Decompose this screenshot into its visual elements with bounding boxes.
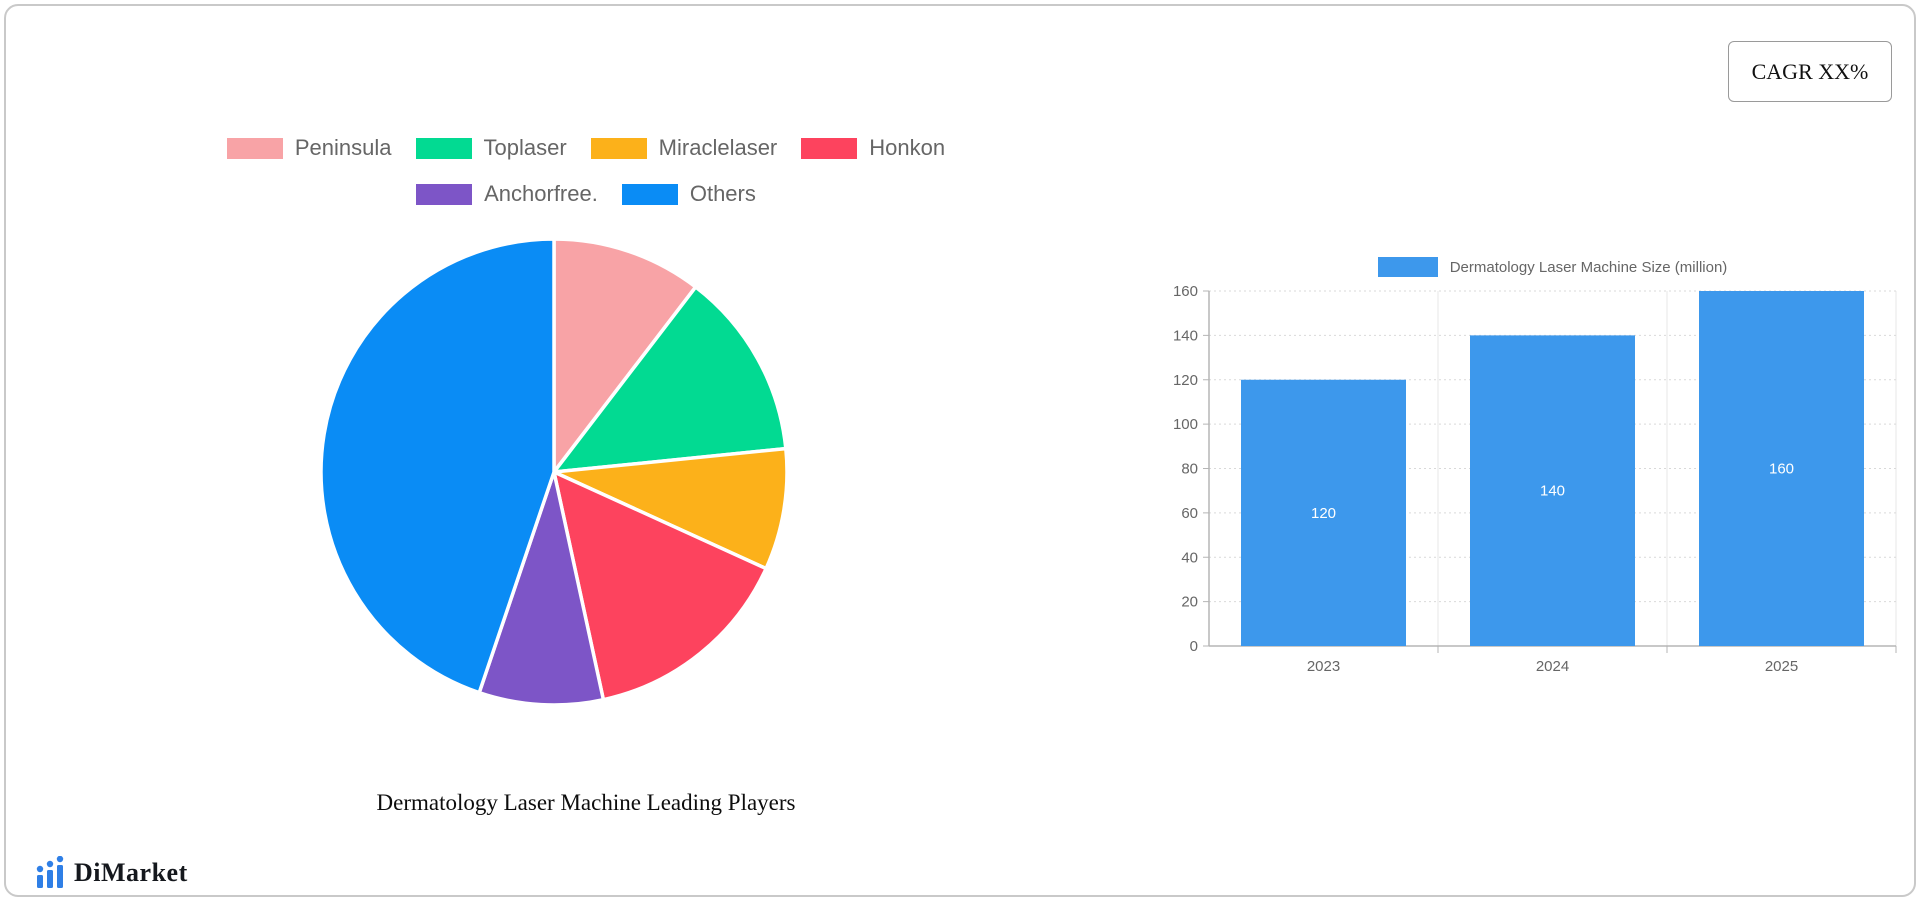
y-tick-label: 40	[1181, 549, 1198, 566]
legend-item-anchorfree[interactable]: Anchorfree.	[416, 181, 598, 207]
bar-legend[interactable]: Dermatology Laser Machine Size (million)	[1209, 253, 1896, 281]
bar-legend-swatch	[1377, 257, 1438, 277]
legend-swatch-miraclelaser	[590, 137, 647, 159]
legend-item-others[interactable]: Others	[621, 181, 756, 207]
brand-logo: DiMarket	[34, 856, 188, 890]
bar-svg: 120 140 160 0 20 40 60 80 100 120 140 160 2023 2024 20…	[1173, 283, 1897, 675]
legend-label: Peninsula	[294, 135, 392, 160]
brand-bars-icon	[36, 856, 64, 888]
legend-item-honkon[interactable]: Honkon	[801, 135, 945, 161]
pie-legend-row-1: Peninsula Toplaser Miraclelaser Honkon	[226, 135, 945, 161]
legend-label: Anchorfree.	[484, 181, 598, 206]
brand-name: DiMarket	[74, 858, 188, 887]
bar-value-label: 160	[1769, 461, 1794, 478]
pie-slice-others	[319, 237, 556, 695]
report-card: CAGR XX% Peninsula Toplaser Miraclelaser Ho…	[4, 4, 1916, 897]
bar-2023	[1241, 379, 1406, 646]
bar-legend-label: Dermatology Laser Machine Size (million)	[1449, 258, 1728, 276]
legend-swatch-others	[621, 183, 678, 205]
y-tick-label: 120	[1173, 372, 1198, 389]
y-tick-label: 160	[1173, 283, 1198, 300]
x-tick-label: 2024	[1536, 658, 1569, 675]
x-tick-label: 2025	[1765, 658, 1798, 675]
legend-swatch-peninsula	[226, 137, 283, 159]
legend-label: Miraclelaser	[658, 135, 778, 160]
bar-axis-labels: 0 20 40 60 80 100 120 140 160 2023 2024 2025	[1173, 283, 1798, 675]
y-tick-label: 20	[1181, 594, 1198, 611]
pie-legend: Peninsula Toplaser Miraclelaser Honkon Anch…	[6, 135, 1166, 207]
y-tick-label: 0	[1190, 638, 1198, 655]
pie-slice-anchorfree	[477, 470, 606, 707]
legend-label: Others	[689, 181, 756, 206]
legend-swatch-honkon	[801, 137, 858, 159]
pie-legend-row-2: Anchorfree. Others	[416, 181, 756, 207]
x-tick-label: 2023	[1307, 658, 1340, 675]
cagr-label: CAGR XX%	[1751, 58, 1869, 84]
legend-swatch-toplaser	[415, 137, 472, 159]
bar-gridlines	[1209, 290, 1897, 646]
legend-label: Honkon	[869, 135, 946, 160]
y-tick-label: 100	[1173, 416, 1198, 433]
bar-2025	[1699, 291, 1864, 646]
bar-value-label: 140	[1540, 483, 1565, 500]
legend-item-miraclelaser[interactable]: Miraclelaser	[590, 135, 778, 161]
y-tick-label: 80	[1181, 461, 1198, 478]
pie-chart	[317, 235, 791, 709]
bar-series: 120 140 160	[1241, 291, 1864, 646]
bar-value-label: 120	[1311, 505, 1336, 522]
legend-item-toplaser[interactable]: Toplaser	[415, 135, 567, 161]
cagr-badge: CAGR XX%	[1728, 41, 1892, 102]
y-tick-label: 140	[1173, 327, 1198, 344]
pie-slice-peninsula	[552, 237, 698, 474]
legend-label: Toplaser	[483, 135, 567, 160]
pie-chart-title: Dermatology Laser Machine Leading Player…	[376, 790, 796, 815]
pie-slice-toplaser	[552, 285, 788, 474]
pie-slice-honkon	[552, 470, 768, 702]
y-tick-label: 60	[1181, 505, 1198, 522]
pie-svg	[319, 237, 789, 707]
pie-slice-miraclelaser	[552, 446, 789, 571]
bar-2024	[1470, 335, 1635, 646]
bar-chart: 120 140 160 0 20 40 60 80 100 120 140 160 2023 2024 20…	[1154, 279, 1904, 689]
legend-swatch-anchorfree	[416, 183, 473, 205]
legend-item-peninsula[interactable]: Peninsula	[226, 135, 392, 161]
